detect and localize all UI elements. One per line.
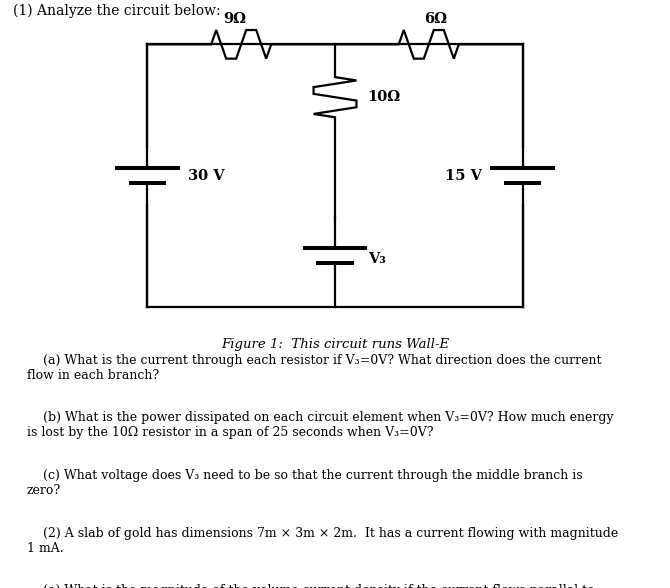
Text: (1) Analyze the circuit below:: (1) Analyze the circuit below: xyxy=(13,4,221,18)
Text: 10Ω: 10Ω xyxy=(367,90,400,104)
Text: Figure 1:  This circuit runs Wall-E: Figure 1: This circuit runs Wall-E xyxy=(221,338,449,351)
Text: 9Ω: 9Ω xyxy=(223,12,246,25)
Text: 30 V: 30 V xyxy=(188,169,224,183)
Text: (a) What is the magnitude of the volume current density if the current flows par: (a) What is the magnitude of the volume … xyxy=(27,584,594,588)
Text: (b) What is the power dissipated on each circuit element when V₃=0V? How much en: (b) What is the power dissipated on each… xyxy=(27,412,614,439)
Text: (2) A slab of gold has dimensions 7m × 3m × 2m.  It has a current flowing with m: (2) A slab of gold has dimensions 7m × 3… xyxy=(27,526,618,554)
Text: (a) What is the current through each resistor if V₃=0V? What direction does the : (a) What is the current through each res… xyxy=(27,354,601,382)
Text: 6Ω: 6Ω xyxy=(424,12,447,25)
Text: 15 V: 15 V xyxy=(446,169,482,183)
Text: (c) What voltage does V₃ need to be so that the current through the middle branc: (c) What voltage does V₃ need to be so t… xyxy=(27,469,582,497)
Text: V₃: V₃ xyxy=(369,252,387,266)
